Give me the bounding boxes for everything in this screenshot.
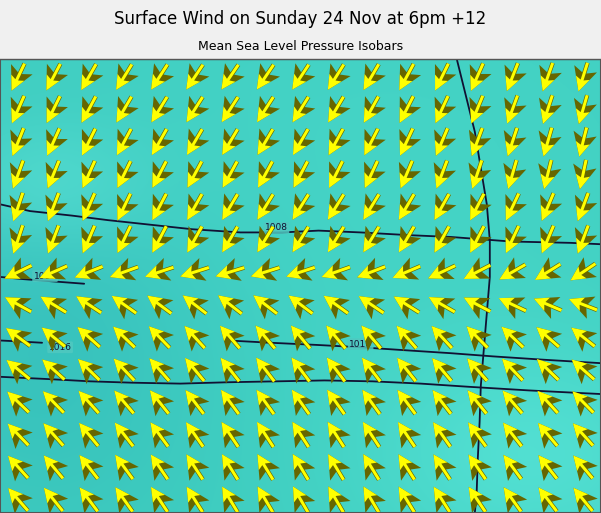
Text: Mean Sea Level Pressure Isobars: Mean Sea Level Pressure Isobars [198, 40, 403, 52]
Text: Surface Wind on Sunday 24 Nov at 6pm +12: Surface Wind on Sunday 24 Nov at 6pm +12 [114, 10, 487, 28]
Text: 1008: 1008 [265, 223, 288, 232]
Text: 1016: 1016 [349, 340, 372, 349]
Text: 1008: 1008 [34, 271, 56, 281]
Text: 1016: 1016 [49, 343, 72, 352]
